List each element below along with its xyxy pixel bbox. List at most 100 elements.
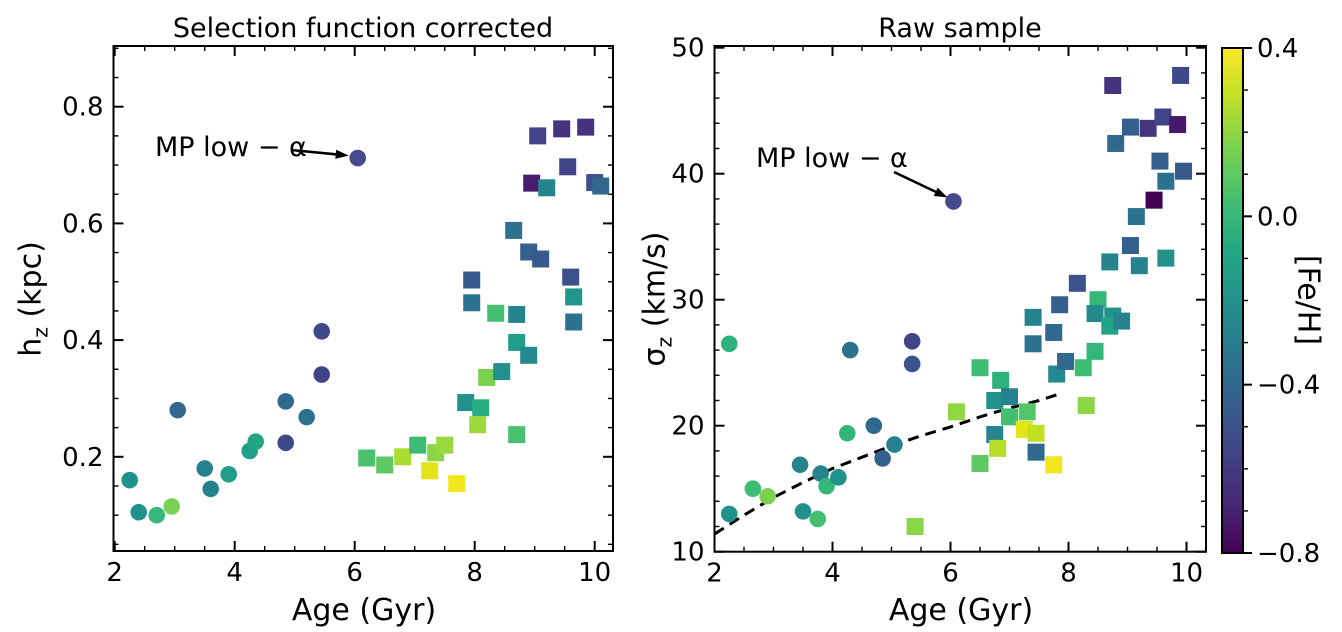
data-point: [478, 368, 496, 386]
data-point: [220, 466, 237, 483]
data-point: [1045, 456, 1063, 474]
data-point: [744, 480, 762, 498]
data-point: [971, 455, 989, 472]
x-tick-label: 2: [106, 558, 123, 588]
y-tick-label: 0.6: [62, 209, 103, 239]
axis-ticks: 2 4 6 8 10 0.2 0.4 0.6 0.8: [62, 46, 613, 588]
right-panel: 2 4 6 8 10 10 20 30 40 50: [671, 34, 1207, 589]
data-point: [553, 120, 571, 138]
data-point: [720, 335, 738, 353]
data-point: [1154, 108, 1172, 126]
data-point: [971, 359, 989, 377]
data-point: [163, 498, 180, 515]
data-point: [202, 480, 219, 498]
data-point: [196, 460, 213, 477]
data-point: [1027, 424, 1045, 442]
data-point: [1145, 191, 1163, 209]
data-point: [1113, 312, 1131, 330]
ylabel-base: h: [13, 337, 49, 357]
data-point: [1107, 134, 1125, 152]
data-point: [313, 323, 331, 340]
colorbar-tick-label: −0.4: [1257, 371, 1320, 401]
data-point: [812, 465, 829, 482]
data-point: [148, 506, 165, 524]
left-panel-title: Selection function corrected: [172, 13, 554, 44]
data-point: [1157, 249, 1175, 267]
right-old-population-squares: [906, 66, 1193, 535]
data-point: [508, 305, 526, 323]
data-point: [1151, 152, 1169, 170]
data-point: [818, 477, 835, 495]
left-x-axis-label: Age (Gyr): [291, 593, 437, 628]
data-point: [1045, 323, 1063, 341]
annotation-arrow-line: [893, 170, 943, 196]
data-point: [1157, 172, 1175, 190]
y-tick-label: 50: [671, 34, 704, 64]
data-point: [1001, 388, 1018, 406]
axis-ticks: 2 4 6 8 10 10 20 30 40 50: [671, 34, 1206, 589]
x-tick-label: 10: [1170, 559, 1203, 589]
data-point: [457, 394, 475, 412]
data-point: [947, 403, 965, 421]
data-point: [1121, 237, 1139, 255]
data-point: [1057, 352, 1075, 370]
data-point: [903, 355, 921, 373]
colorbar-tick-label: −0.8: [1257, 539, 1320, 569]
data-point: [1077, 397, 1095, 415]
data-point: [562, 268, 580, 286]
x-tick-label: 4: [824, 559, 841, 589]
left-annotation-text: MP low − α: [155, 132, 307, 163]
data-point: [1169, 116, 1187, 134]
data-point: [463, 294, 481, 312]
colorbar-tick-label: 0.4: [1257, 34, 1298, 64]
data-point: [277, 434, 295, 452]
right-y-axis-label: σz (km/s): [638, 232, 677, 367]
data-point: [559, 158, 577, 176]
data-point: [421, 462, 439, 480]
data-point: [1051, 296, 1069, 314]
data-point: [1001, 408, 1018, 426]
data-point: [945, 193, 962, 210]
colorbar-gradient: [1222, 48, 1243, 553]
annotation-arrow-line: [290, 148, 343, 157]
data-point: [794, 503, 812, 520]
y-tick-label: 0.8: [62, 93, 103, 123]
data-point: [508, 333, 526, 351]
data-point: [1101, 253, 1119, 271]
x-tick-label: 8: [1060, 559, 1077, 589]
ylabel-units: (kpc): [13, 241, 49, 328]
data-point: [992, 371, 1010, 389]
colorbar: 0.4 0.0 −0.4 −0.8: [1221, 34, 1320, 569]
data-point: [906, 518, 924, 535]
y-tick-label: 30: [671, 286, 704, 316]
data-point: [121, 471, 138, 489]
x-tick-label: 6: [346, 558, 363, 588]
y-tick-label: 0.4: [62, 326, 103, 356]
data-point: [759, 487, 776, 505]
right-x-axis-label: Age (Gyr): [888, 593, 1034, 628]
data-point: [538, 179, 556, 197]
left-panel: 2 4 6 8 10 0.2 0.4 0.6 0.8: [62, 45, 614, 588]
y-tick-label: 10: [671, 538, 704, 568]
x-tick-label: 8: [466, 558, 483, 588]
data-point: [1130, 257, 1148, 275]
data-point: [169, 401, 186, 419]
data-point: [523, 174, 541, 192]
data-point: [298, 408, 316, 426]
data-point: [505, 221, 523, 239]
data-point: [1018, 403, 1036, 421]
data-point: [508, 426, 526, 444]
left-old-population-squares: [358, 118, 610, 493]
data-point: [809, 510, 827, 528]
data-point: [493, 363, 511, 381]
data-point: [903, 332, 921, 350]
ylabel-sub: z: [28, 327, 53, 338]
data-point: [1024, 308, 1042, 326]
data-point: [1024, 335, 1042, 353]
data-point: [487, 304, 505, 322]
data-point: [349, 149, 367, 167]
left-y-axis-label: hz (kpc): [14, 241, 53, 357]
annotation-arrow-head: [335, 149, 349, 159]
data-point: [436, 436, 454, 454]
